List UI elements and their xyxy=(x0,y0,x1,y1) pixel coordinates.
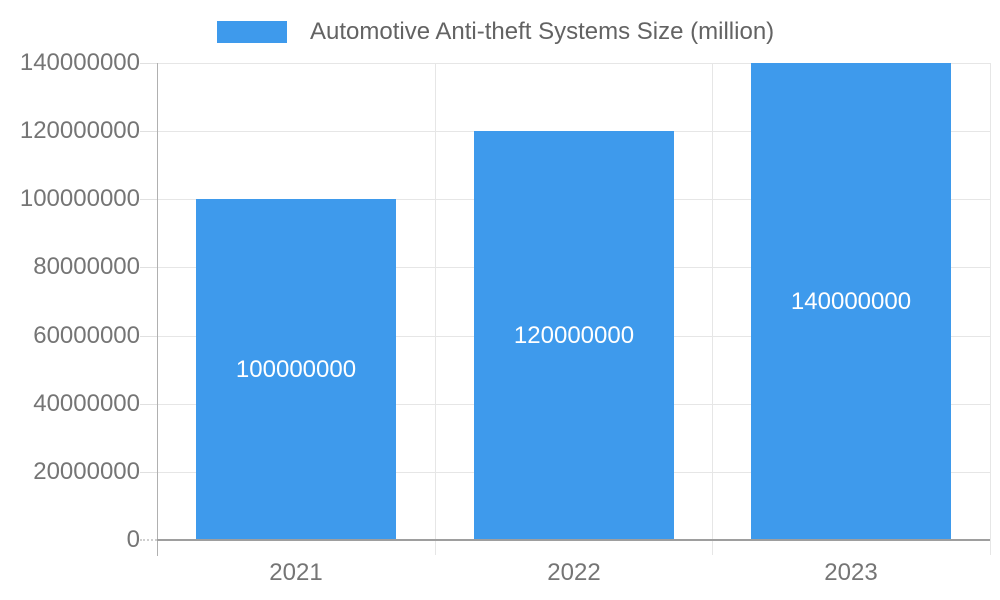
x-axis-tick-label: 2023 xyxy=(824,559,878,586)
y-axis-tick-label: 20000000 xyxy=(33,458,140,485)
x-gridline xyxy=(435,63,436,540)
bar-value-label: 100000000 xyxy=(235,356,357,383)
legend-swatch-icon xyxy=(217,21,287,43)
x-tick-mark xyxy=(990,540,991,555)
x-tick-mark xyxy=(435,540,436,555)
bar-2022[interactable]: 120000000 xyxy=(474,131,674,540)
y-axis-tick-label: 0 xyxy=(126,526,140,553)
y-axis-tick-label: 140000000 xyxy=(19,49,140,76)
y-tick-mark xyxy=(140,63,157,64)
bar-value-label: 120000000 xyxy=(513,322,635,349)
y-axis-tick-label: 60000000 xyxy=(33,322,140,349)
y-axis-tick-label: 80000000 xyxy=(33,253,140,280)
y-tick-mark xyxy=(140,472,157,473)
x-gridline xyxy=(990,63,991,540)
x-axis-tick-label: 2021 xyxy=(269,559,323,586)
y-tick-mark xyxy=(140,336,157,337)
y-tick-mark xyxy=(140,199,157,200)
y-axis-tick-label: 40000000 xyxy=(33,390,140,417)
x-axis-tick-label: 2022 xyxy=(547,559,601,586)
legend-series-label: Automotive Anti-theft Systems Size (mill… xyxy=(310,18,775,45)
y-tick-mark xyxy=(140,404,157,405)
y-tick-mark xyxy=(140,539,157,542)
y-axis-tick-label: 100000000 xyxy=(19,185,140,212)
y-gridline xyxy=(157,63,990,64)
x-gridline xyxy=(712,63,713,540)
y-tick-mark xyxy=(140,131,157,132)
bar-2023[interactable]: 140000000 xyxy=(751,63,951,540)
chart-legend: Automotive Anti-theft Systems Size (mill… xyxy=(217,18,774,46)
bar-2021[interactable]: 100000000 xyxy=(196,199,396,540)
y-axis-tick-label: 120000000 xyxy=(19,117,140,144)
y-tick-mark xyxy=(140,267,157,268)
bar-value-label: 140000000 xyxy=(790,288,912,315)
x-axis-line xyxy=(157,539,990,541)
y-axis-line xyxy=(157,63,158,556)
x-tick-mark xyxy=(712,540,713,555)
